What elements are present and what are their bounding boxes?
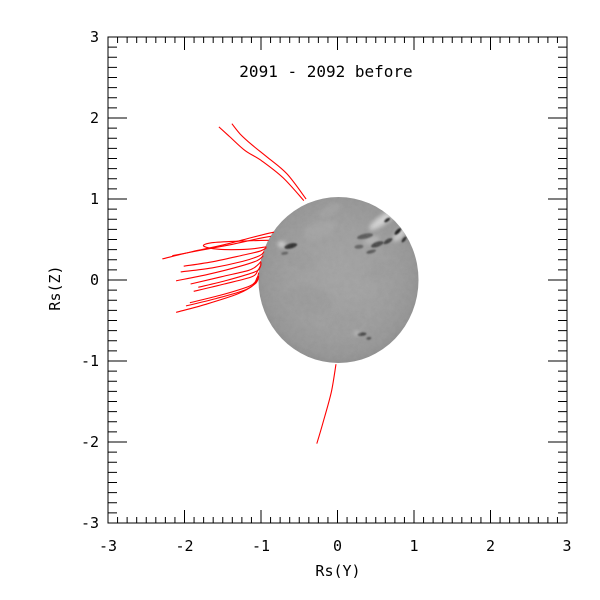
field-line-west-loop [202, 239, 269, 251]
field-line-west-open-08 [175, 276, 260, 313]
y-tick-label: 3 [90, 28, 99, 46]
y-tick-label: 1 [90, 190, 99, 208]
x-tick-label: 0 [333, 537, 342, 555]
y-tick-label: -3 [81, 514, 99, 532]
y-tick-label: 0 [90, 271, 99, 289]
y-tick-label: -1 [81, 352, 99, 370]
x-axis-label: Rs(Y) [315, 562, 360, 580]
field-line-west-open-02 [172, 235, 272, 257]
field-line-west-open-10 [180, 251, 265, 273]
chart-title: 2091 - 2092 before [239, 62, 412, 81]
field-line-west-open-04 [175, 255, 264, 282]
field-line-west-open-09 [185, 275, 260, 307]
axis-ticks [107, 36, 568, 524]
y-tick-label: -2 [81, 433, 99, 451]
field-line-west-open-11 [198, 262, 262, 288]
y-axis-label: Rs(Z) [46, 265, 64, 310]
x-tick-label: -3 [99, 537, 117, 555]
x-tick-label: -1 [252, 537, 270, 555]
x-tick-label: 1 [409, 537, 418, 555]
x-tick-label: 2 [486, 537, 495, 555]
field-line-north-open-a [218, 126, 305, 201]
sun-disk-features [258, 196, 419, 364]
field-line-west-open-03 [183, 247, 267, 267]
sun-disk-magnetogram [258, 196, 419, 364]
field-line-north-open-b [231, 123, 307, 200]
x-tick-label: -2 [175, 537, 193, 555]
y-tick-label: 2 [90, 109, 99, 127]
axis-tick-labels: -3 -2 -1 0 1 2 3 -3 -2 -1 0 1 2 3 [81, 28, 572, 555]
sun-grain-light [258, 196, 419, 364]
plot-frame [107, 36, 568, 524]
field-lines-group [162, 123, 337, 444]
field-line-west-open-05 [190, 261, 262, 285]
field-line-south-streamer [316, 364, 337, 444]
x-tick-label: 3 [562, 537, 571, 555]
field-line-west-open-07 [189, 272, 260, 304]
